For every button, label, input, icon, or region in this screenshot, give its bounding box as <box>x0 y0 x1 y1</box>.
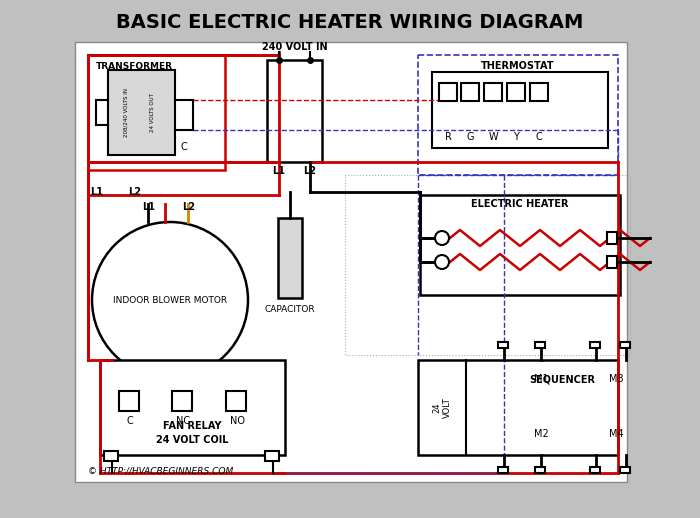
Bar <box>108 70 175 155</box>
Bar <box>620 467 630 473</box>
Text: THERMOSTAT: THERMOSTAT <box>482 61 554 71</box>
Circle shape <box>435 255 449 269</box>
Bar <box>530 83 548 101</box>
Bar <box>172 391 192 411</box>
Text: NC: NC <box>176 416 190 426</box>
Circle shape <box>435 231 449 245</box>
Text: M1: M1 <box>533 374 548 384</box>
Text: 24 VOLT COIL: 24 VOLT COIL <box>156 435 229 445</box>
Text: 208/240 VOLTS IN: 208/240 VOLTS IN <box>123 88 129 137</box>
Bar <box>620 342 630 348</box>
Bar <box>345 175 630 355</box>
Bar <box>88 55 225 170</box>
Bar <box>226 391 246 411</box>
Text: Y: Y <box>513 132 519 142</box>
Bar <box>507 83 525 101</box>
Bar <box>498 342 508 348</box>
Text: 240 VOLT IN: 240 VOLT IN <box>262 42 328 52</box>
Bar <box>535 467 545 473</box>
Text: FAN RELAY: FAN RELAY <box>163 421 222 431</box>
Bar <box>607 232 617 244</box>
Text: NO: NO <box>230 416 244 426</box>
Text: L2: L2 <box>182 202 195 212</box>
Text: TRANSFORMER: TRANSFORMER <box>96 62 173 71</box>
Text: INDOOR BLOWER MOTOR: INDOOR BLOWER MOTOR <box>113 295 227 305</box>
Bar <box>418 55 618 175</box>
Bar <box>607 256 617 268</box>
Text: C: C <box>180 142 187 152</box>
Bar <box>104 451 118 461</box>
Text: SEQUENCER: SEQUENCER <box>529 374 595 384</box>
Circle shape <box>92 222 248 378</box>
Bar <box>432 72 608 148</box>
Text: BASIC ELECTRIC HEATER WIRING DIAGRAM: BASIC ELECTRIC HEATER WIRING DIAGRAM <box>116 12 584 32</box>
Text: M2: M2 <box>533 429 548 439</box>
Bar <box>75 42 627 482</box>
Text: W: W <box>488 132 498 142</box>
Bar <box>439 83 457 101</box>
Text: ELECTRIC HEATER: ELECTRIC HEATER <box>471 199 568 209</box>
Text: M4: M4 <box>609 429 623 439</box>
Bar <box>278 218 302 298</box>
Bar <box>498 467 508 473</box>
Text: L2: L2 <box>128 187 141 197</box>
Bar <box>590 467 600 473</box>
Text: C: C <box>127 416 134 426</box>
Bar <box>100 360 285 455</box>
Text: L1: L1 <box>272 166 286 176</box>
Bar <box>590 342 600 348</box>
Text: CAPACITOR: CAPACITOR <box>265 305 315 314</box>
Text: G: G <box>466 132 474 142</box>
Text: © HTTP://HVACBEGINNERS.COM: © HTTP://HVACBEGINNERS.COM <box>88 466 233 475</box>
Text: 24
VOLT: 24 VOLT <box>433 397 452 418</box>
Bar <box>461 83 479 101</box>
Bar <box>119 391 139 411</box>
Text: C: C <box>536 132 542 142</box>
Text: L2: L2 <box>304 166 316 176</box>
Bar <box>265 451 279 461</box>
Bar <box>267 60 322 162</box>
Text: M3: M3 <box>609 374 623 384</box>
Bar <box>420 195 620 295</box>
Text: 24 VOLTS OUT: 24 VOLTS OUT <box>150 93 155 132</box>
Bar <box>418 360 618 455</box>
Text: R: R <box>444 132 452 142</box>
Text: L1: L1 <box>142 202 155 212</box>
Bar <box>484 83 502 101</box>
Text: L1: L1 <box>90 187 103 197</box>
Bar <box>535 342 545 348</box>
